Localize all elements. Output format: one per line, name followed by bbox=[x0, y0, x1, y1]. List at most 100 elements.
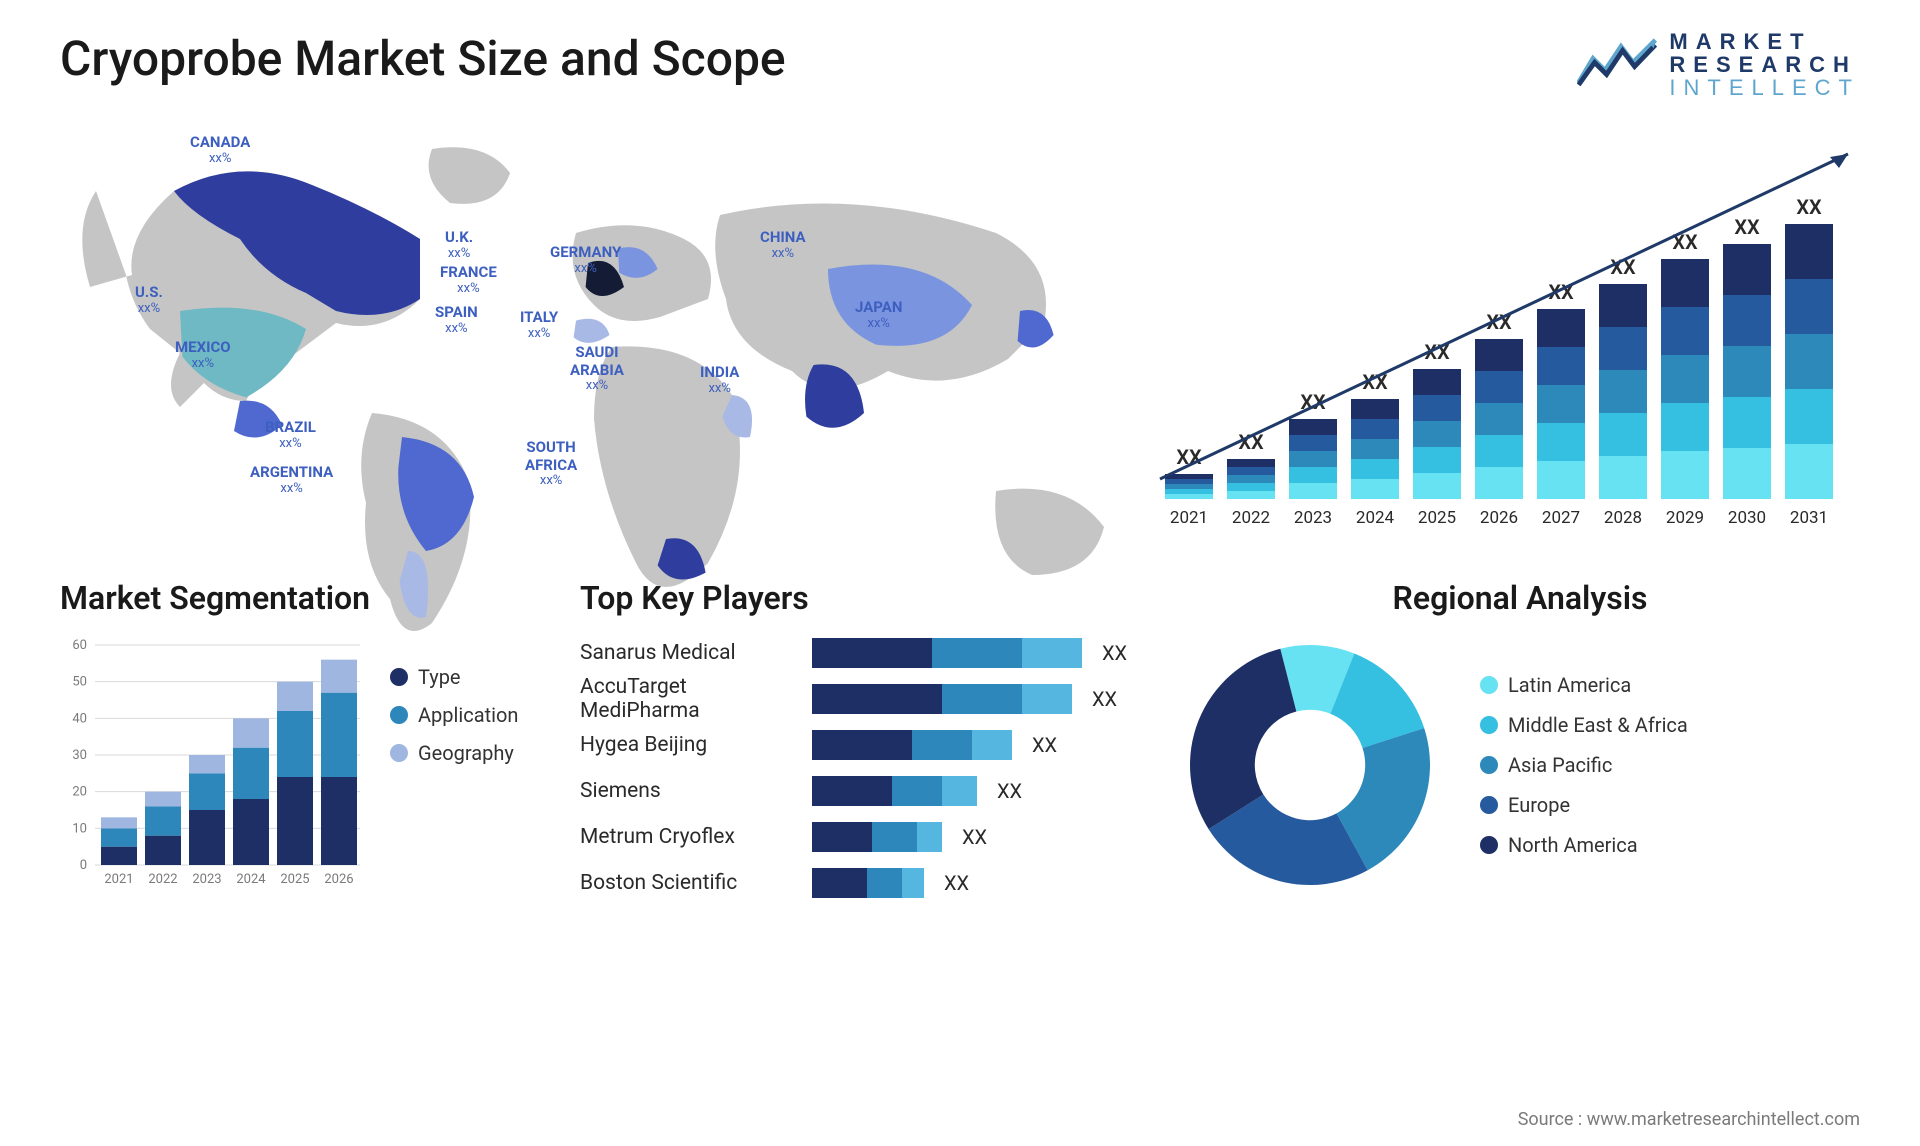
country-label: ITALYxx% bbox=[520, 309, 558, 341]
player-bar-segment bbox=[812, 776, 892, 806]
legend-swatch-icon bbox=[390, 744, 408, 762]
legend-label: Application bbox=[418, 703, 518, 727]
legend-swatch-icon bbox=[1480, 676, 1498, 694]
svg-text:60: 60 bbox=[72, 638, 87, 653]
player-bar-segment bbox=[812, 868, 867, 898]
player-value: XX bbox=[1092, 687, 1117, 711]
players-list: Sanarus Medical XX AccuTarget MediPharma XX… bbox=[580, 635, 1140, 901]
country-label: ARGENTINAxx% bbox=[250, 464, 333, 496]
player-value: XX bbox=[1102, 641, 1127, 665]
svg-text:2029: 2029 bbox=[1666, 508, 1704, 528]
svg-text:2028: 2028 bbox=[1604, 508, 1642, 528]
country-label: BRAZILxx% bbox=[265, 419, 316, 451]
player-bar bbox=[812, 822, 942, 852]
country-label: SAUDIARABIAxx% bbox=[570, 344, 624, 393]
player-bar-segment bbox=[972, 730, 1012, 760]
logo-line2: RESEARCH bbox=[1669, 53, 1860, 76]
player-row: Sanarus Medical XX bbox=[580, 635, 1140, 671]
player-bar-segment bbox=[902, 868, 924, 898]
player-value: XX bbox=[962, 825, 987, 849]
player-bar-segment bbox=[932, 638, 1022, 668]
header: Cryoprobe Market Size and Scope MARKET R… bbox=[60, 30, 1860, 99]
svg-text:XX: XX bbox=[1238, 430, 1264, 454]
legend-label: Geography bbox=[418, 741, 514, 765]
player-value: XX bbox=[944, 871, 969, 895]
svg-text:2021: 2021 bbox=[104, 872, 133, 887]
svg-text:2023: 2023 bbox=[192, 872, 221, 887]
player-bar-segment bbox=[812, 822, 872, 852]
svg-text:2024: 2024 bbox=[1356, 508, 1395, 528]
country-label: U.K.xx% bbox=[445, 229, 473, 261]
player-value: XX bbox=[997, 779, 1022, 803]
forecast-bar-chart: XX2021XX2022XX2023XX2024XX2025XX2026XX20… bbox=[1140, 119, 1860, 549]
svg-text:2026: 2026 bbox=[324, 872, 353, 887]
legend-label: North America bbox=[1508, 833, 1638, 857]
country-label: SOUTHAFRICAxx% bbox=[525, 439, 577, 488]
player-name: Metrum Cryoflex bbox=[580, 825, 800, 849]
player-row: Hygea BeijingXX bbox=[580, 727, 1140, 763]
player-bar-segment bbox=[867, 868, 902, 898]
legend-swatch-icon bbox=[1480, 716, 1498, 734]
svg-text:2022: 2022 bbox=[148, 872, 177, 887]
svg-text:2024: 2024 bbox=[236, 872, 266, 887]
player-bar-segment bbox=[917, 822, 942, 852]
svg-text:10: 10 bbox=[72, 822, 87, 837]
world-map: CANADAxx%U.S.xx%MEXICOxx%BRAZILxx%ARGENT… bbox=[60, 119, 1140, 549]
legend-swatch-icon bbox=[1480, 796, 1498, 814]
legend-label: Latin America bbox=[1508, 673, 1631, 697]
svg-text:2025: 2025 bbox=[280, 872, 309, 887]
player-row: Boston Scientific XX bbox=[580, 865, 1140, 901]
svg-text:2026: 2026 bbox=[1480, 508, 1518, 528]
logo-text: MARKET RESEARCH INTELLECT bbox=[1669, 30, 1860, 99]
player-row: Metrum Cryoflex XX bbox=[580, 819, 1140, 855]
legend-item: Middle East & Africa bbox=[1480, 713, 1688, 737]
legend-label: Type bbox=[418, 665, 461, 689]
legend-swatch-icon bbox=[390, 706, 408, 724]
legend-item: Geography bbox=[390, 741, 518, 765]
logo-line3: INTELLECT bbox=[1669, 76, 1860, 99]
svg-text:2023: 2023 bbox=[1294, 508, 1332, 528]
country-label: FRANCExx% bbox=[440, 264, 497, 296]
country-label: U.S.xx% bbox=[135, 284, 163, 316]
svg-text:XX: XX bbox=[1796, 195, 1822, 219]
player-bar bbox=[812, 638, 1082, 668]
logo-line1: MARKET bbox=[1669, 30, 1860, 53]
player-name: Siemens bbox=[580, 779, 800, 803]
player-row: Siemens XX bbox=[580, 773, 1140, 809]
page-title: Cryoprobe Market Size and Scope bbox=[60, 30, 786, 87]
player-value: XX bbox=[1032, 733, 1057, 757]
svg-text:2030: 2030 bbox=[1728, 508, 1766, 528]
player-bar-segment bbox=[872, 822, 917, 852]
player-name: AccuTarget MediPharma bbox=[580, 675, 800, 723]
player-bar-segment bbox=[812, 638, 932, 668]
player-bar bbox=[812, 730, 1012, 760]
svg-text:50: 50 bbox=[72, 675, 87, 690]
country-label: GERMANYxx% bbox=[550, 244, 621, 276]
country-label: JAPANxx% bbox=[855, 299, 902, 331]
legend-swatch-icon bbox=[390, 668, 408, 686]
segmentation-chart: 0102030405060202120222023202420252026 bbox=[60, 635, 370, 895]
legend-item: North America bbox=[1480, 833, 1688, 857]
legend-swatch-icon bbox=[1480, 756, 1498, 774]
player-bar-segment bbox=[812, 684, 942, 714]
legend-item: Asia Pacific bbox=[1480, 753, 1688, 777]
legend-label: Middle East & Africa bbox=[1508, 713, 1688, 737]
legend-item: Application bbox=[390, 703, 518, 727]
player-name: Sanarus Medical bbox=[580, 641, 800, 665]
svg-text:0: 0 bbox=[80, 858, 87, 873]
player-bar-segment bbox=[1022, 684, 1072, 714]
country-label: CANADAxx% bbox=[190, 134, 250, 166]
legend-swatch-icon bbox=[1480, 836, 1498, 854]
player-bar-segment bbox=[1022, 638, 1082, 668]
country-label: CHINAxx% bbox=[760, 229, 806, 261]
player-name: Boston Scientific bbox=[580, 871, 800, 895]
svg-text:40: 40 bbox=[72, 712, 87, 727]
player-bar-segment bbox=[912, 730, 972, 760]
regional-donut bbox=[1180, 635, 1440, 895]
svg-text:XX: XX bbox=[1734, 215, 1760, 239]
row-top: CANADAxx%U.S.xx%MEXICOxx%BRAZILxx%ARGENT… bbox=[60, 119, 1860, 549]
regional-title: Regional Analysis bbox=[1180, 579, 1860, 617]
legend-label: Europe bbox=[1508, 793, 1570, 817]
player-bar bbox=[812, 868, 924, 898]
country-label: SPAINxx% bbox=[435, 304, 478, 336]
